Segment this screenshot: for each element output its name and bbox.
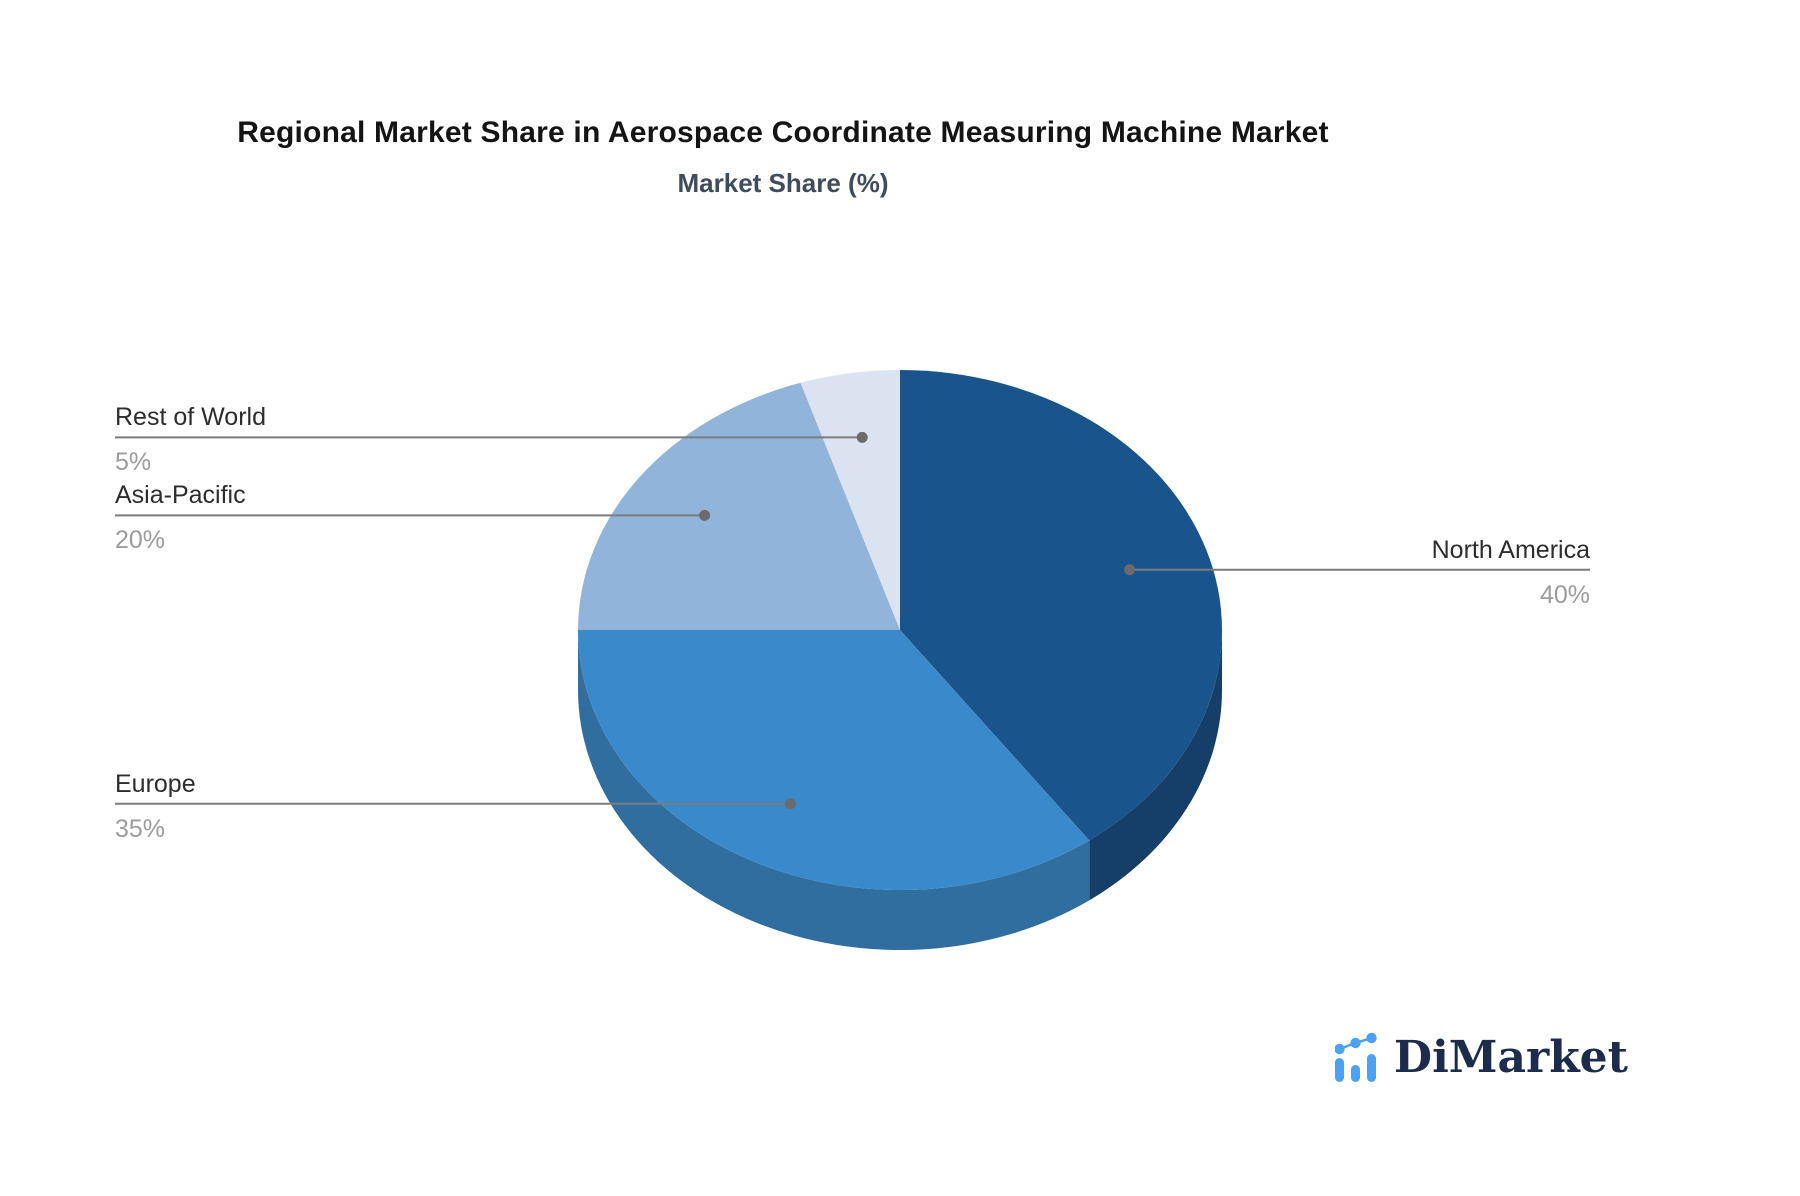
leader-dot-asia-pacific: [699, 509, 711, 521]
logo-text: DiMarket: [1393, 1031, 1628, 1083]
slice-callout-north-america: North America 40%: [1432, 537, 1590, 609]
slice-side-north-america: [1089, 630, 1222, 901]
slice-percent-label: 20%: [115, 526, 166, 554]
dimarket-logo: DiMarket: [1334, 1031, 1628, 1083]
slice-percent-label: 35%: [115, 815, 166, 843]
slice-callout-europe: Europe 35%: [115, 771, 196, 843]
slice-asia-pacific[interactable]: [578, 382, 900, 630]
slice-name-label: Europe: [115, 770, 196, 798]
slice-north-america[interactable]: [900, 370, 1222, 841]
chart-title: Regional Market Share in Aerospace Coord…: [237, 116, 1329, 149]
slice-callout-rest-of-world: Rest of World 5%: [115, 404, 266, 476]
slice-callout-asia-pacific: Asia-Pacific 20%: [115, 482, 246, 554]
slice-side-europe: [578, 630, 1090, 950]
chart-subtitle: Market Share (%): [677, 168, 889, 198]
leader-dot-north-america: [1124, 564, 1136, 576]
slice-name-label: North America: [1431, 536, 1590, 564]
slice-percent-label: 5%: [115, 448, 152, 476]
slice-rest-of-world[interactable]: [800, 370, 901, 630]
slice-percent-label: 40%: [1539, 581, 1590, 609]
leader-dot-europe: [784, 798, 796, 810]
leader-dot-rest-of-world: [856, 431, 868, 443]
slice-name-label: Rest of World: [115, 403, 266, 431]
slice-europe[interactable]: [578, 630, 1090, 890]
slice-name-label: Asia-Pacific: [115, 481, 246, 509]
bar-chart-logo-icon: [1334, 1032, 1377, 1082]
